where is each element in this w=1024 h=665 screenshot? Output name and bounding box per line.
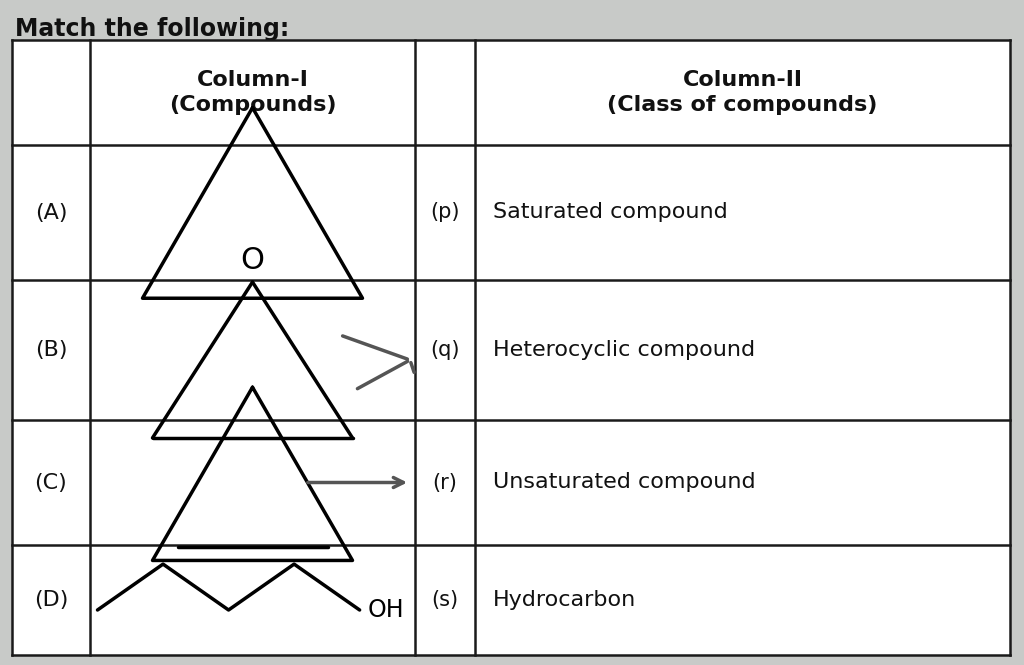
Text: (p): (p) (430, 203, 460, 223)
Text: Saturated compound: Saturated compound (493, 203, 728, 223)
Text: (B): (B) (35, 340, 68, 360)
Text: Heterocyclic compound: Heterocyclic compound (493, 340, 755, 360)
Bar (12, 545, 1010, 655)
Text: (D): (D) (34, 590, 69, 610)
Text: Match the following:: Match the following: (15, 17, 289, 41)
Bar (12, 280, 1010, 420)
Text: Column-I
(Compounds): Column-I (Compounds) (169, 70, 336, 115)
Bar (12, 420, 1010, 545)
Text: Column-II
(Class of compounds): Column-II (Class of compounds) (607, 70, 878, 115)
Text: (r): (r) (432, 473, 458, 493)
Bar (12, 40, 1010, 145)
Text: OH: OH (368, 598, 404, 622)
Text: (q): (q) (430, 340, 460, 360)
Text: (A): (A) (35, 203, 68, 223)
Text: (C): (C) (35, 473, 68, 493)
Text: O: O (241, 245, 264, 275)
Text: Unsaturated compound: Unsaturated compound (493, 473, 756, 493)
Text: (s): (s) (431, 590, 459, 610)
Bar (12, 145, 1010, 280)
Text: Hydrocarbon: Hydrocarbon (493, 590, 636, 610)
